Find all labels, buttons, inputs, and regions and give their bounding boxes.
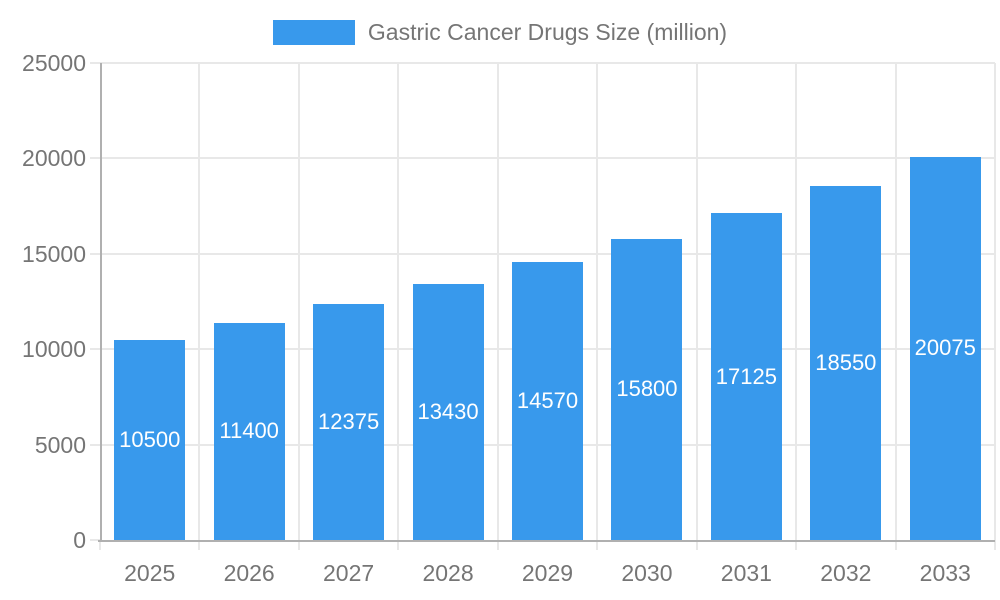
legend-item[interactable]: Gastric Cancer Drugs Size (million) (272, 19, 728, 46)
x-axis-line (98, 540, 995, 542)
gridline-vertical (397, 63, 400, 540)
bar: 18550 (810, 186, 882, 540)
y-axis-tick-label: 5000 (34, 431, 86, 458)
bar-value-label: 20075 (914, 335, 976, 361)
x-axis-tick (297, 540, 300, 550)
x-axis-tick-label: 2025 (124, 560, 176, 586)
x-axis-tick (795, 540, 798, 550)
gridline-vertical (297, 63, 300, 540)
gridline-vertical (994, 63, 996, 540)
x-axis-tick (994, 540, 996, 550)
bar-value-label: 14570 (516, 388, 579, 413)
bar: 13430 (412, 283, 484, 540)
y-axis-tick (90, 443, 100, 446)
x-axis-tick-label: 2033 (919, 560, 971, 586)
legend: Gastric Cancer Drugs Size (million) (0, 19, 1000, 46)
x-axis-tick (496, 540, 499, 550)
y-axis-tick (90, 539, 100, 541)
gridline-vertical (496, 63, 499, 540)
bar-value-label: 12375 (318, 408, 380, 434)
y-axis-tick (90, 252, 100, 255)
x-axis-tick-label: 2026 (223, 560, 275, 586)
y-axis-line (100, 63, 102, 540)
x-axis-tick (596, 540, 599, 550)
x-axis-tick (397, 540, 400, 550)
x-axis-tick-label: 2029 (521, 560, 574, 586)
legend-label: Gastric Cancer Drugs Size (million) (367, 19, 728, 45)
y-axis-tick (90, 348, 100, 351)
x-axis-tick (894, 540, 897, 550)
y-axis-tick-label: 25000 (22, 50, 86, 76)
y-axis-tick (90, 62, 100, 64)
x-axis-tick (99, 540, 101, 550)
gridline-vertical (894, 63, 897, 540)
plot-area: 10500 11400 12375 13430 14570 15800 17125 18550… (90, 62, 996, 550)
bar: 12375 (313, 303, 385, 540)
bar: 17125 (710, 213, 782, 540)
bar-value-label: 11400 (219, 418, 279, 444)
gridline-horizontal (100, 157, 995, 160)
y-axis-tick (90, 157, 100, 160)
gridline-vertical (596, 63, 599, 540)
bar-value-label: 10500 (119, 426, 181, 452)
gridline-vertical (795, 63, 798, 540)
legend-swatch (272, 20, 355, 45)
bar: 10500 (114, 339, 186, 540)
gridline-horizontal (100, 62, 995, 64)
y-axis-tick-label: 15000 (22, 240, 86, 267)
x-axis-tick (198, 540, 201, 550)
y-axis-tick-label: 10000 (22, 336, 86, 363)
x-axis-tick-label: 2030 (621, 560, 673, 586)
gridline-vertical (695, 63, 698, 540)
bar: 15800 (611, 238, 683, 540)
bar: 11400 (213, 322, 285, 540)
bar: 14570 (512, 262, 583, 540)
bar-value-label: 13430 (417, 398, 479, 424)
bar: 20075 (909, 156, 981, 540)
y-axis-tick-label: 0 (73, 527, 86, 553)
gridline-vertical (198, 63, 201, 540)
bar-value-label: 17125 (715, 363, 777, 389)
x-axis-tick-label: 2031 (720, 560, 772, 586)
x-axis-tick (695, 540, 698, 550)
x-axis-tick-label: 2028 (422, 560, 474, 586)
y-axis-tick-label: 20000 (22, 145, 86, 172)
bar-value-label: 15800 (616, 376, 678, 402)
gridline-horizontal (100, 252, 995, 255)
bar-value-label: 18550 (815, 350, 877, 376)
x-axis-tick-label: 2027 (323, 560, 375, 586)
x-axis-tick-label: 2032 (820, 560, 872, 586)
